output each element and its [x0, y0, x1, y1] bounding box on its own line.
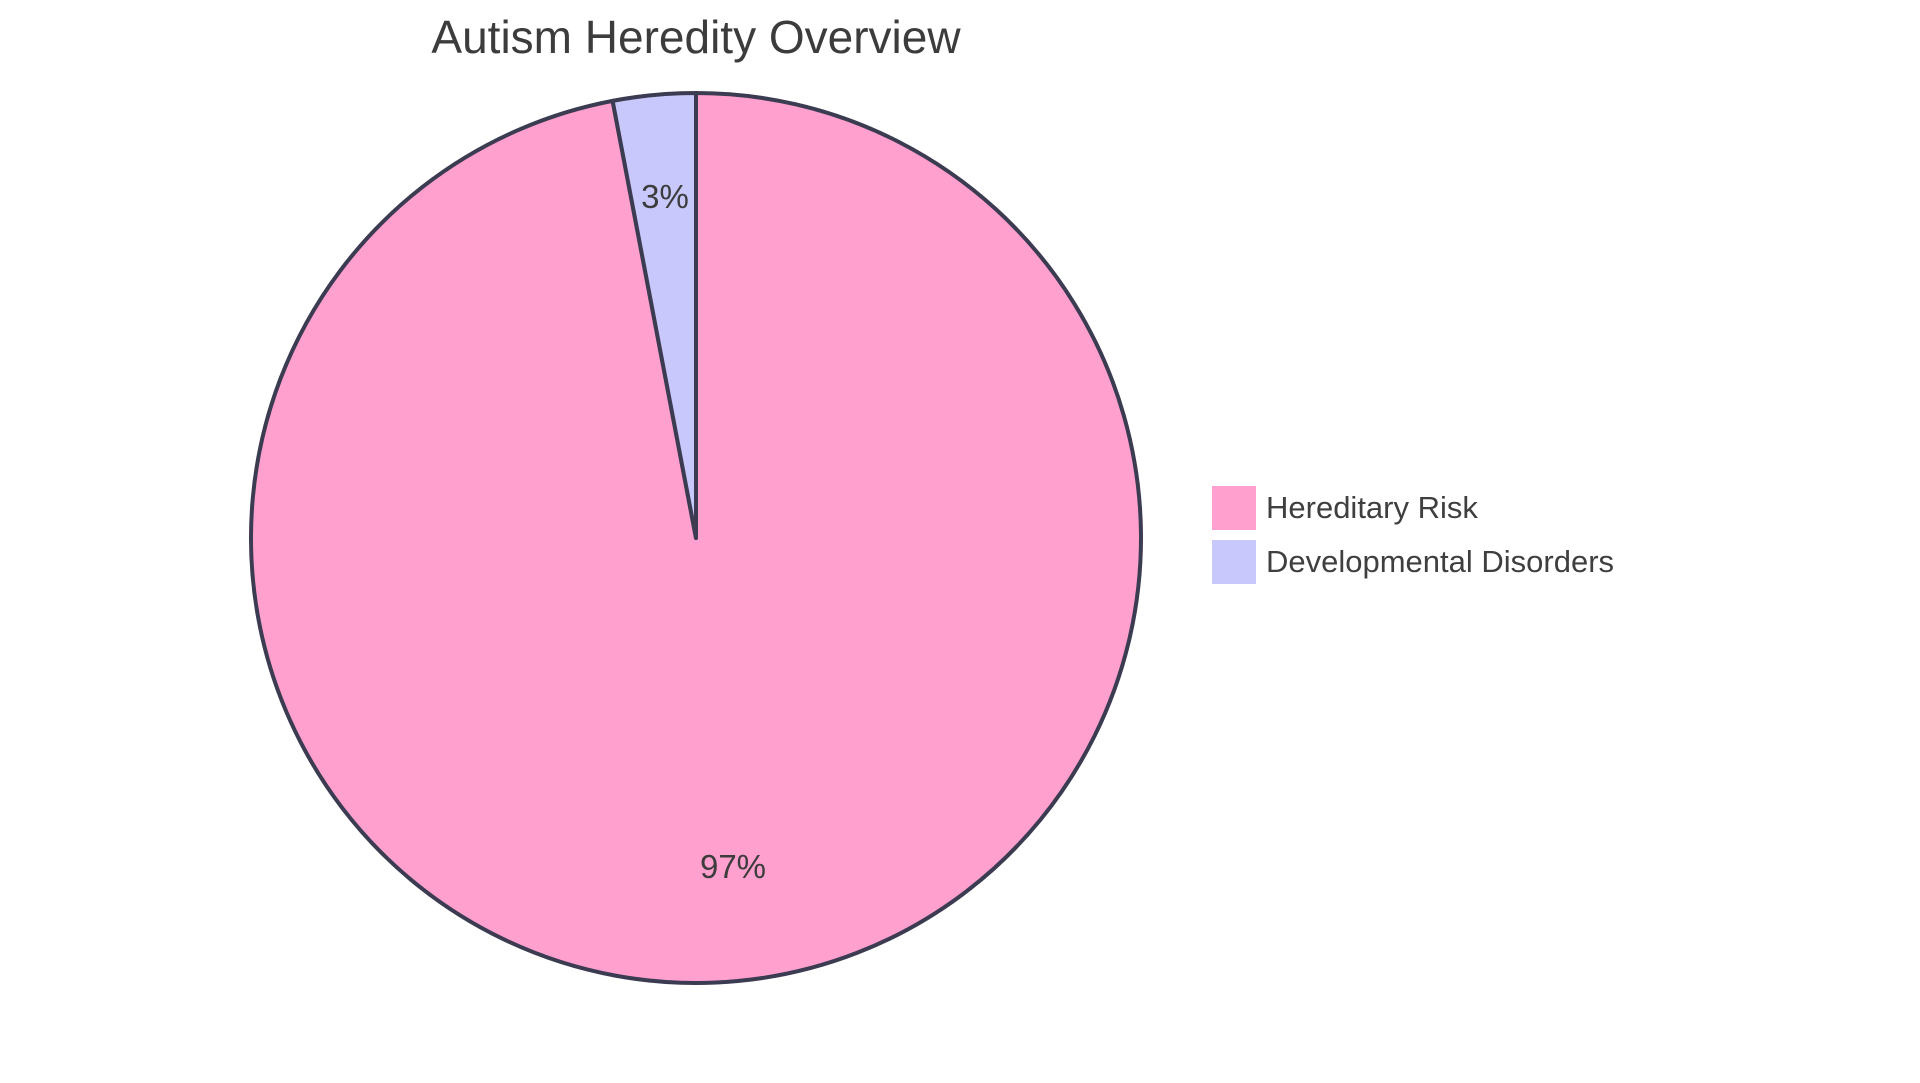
- page-title: Autism Heredity Overview: [431, 11, 961, 63]
- legend-item-developmental-disorders[interactable]: Developmental Disorders: [1212, 540, 1614, 584]
- legend-swatch-developmental-disorders: [1212, 540, 1256, 584]
- pie-chart-area: 97% 3%: [249, 91, 1143, 985]
- legend-item-hereditary-risk[interactable]: Hereditary Risk: [1212, 486, 1614, 530]
- pie-slice-value-label-developmental-disorders: 3%: [641, 178, 689, 215]
- pie-slice-developmental-disorders[interactable]: [610, 91, 698, 540]
- legend-label-hereditary-risk: Hereditary Risk: [1266, 490, 1478, 525]
- pie-slice-value-label-hereditary-risk: 97%: [700, 848, 766, 885]
- legend-label-developmental-disorders: Developmental Disorders: [1266, 544, 1615, 579]
- pie-chart-svg: 97% 3%: [249, 91, 1143, 985]
- legend-swatch-hereditary-risk: [1212, 486, 1256, 530]
- chart-legend: Hereditary Risk Developmental Disorders: [1212, 486, 1614, 584]
- pie-slice-labels-group: 97% 3%: [641, 178, 766, 885]
- pie-slices-group: [249, 91, 1143, 985]
